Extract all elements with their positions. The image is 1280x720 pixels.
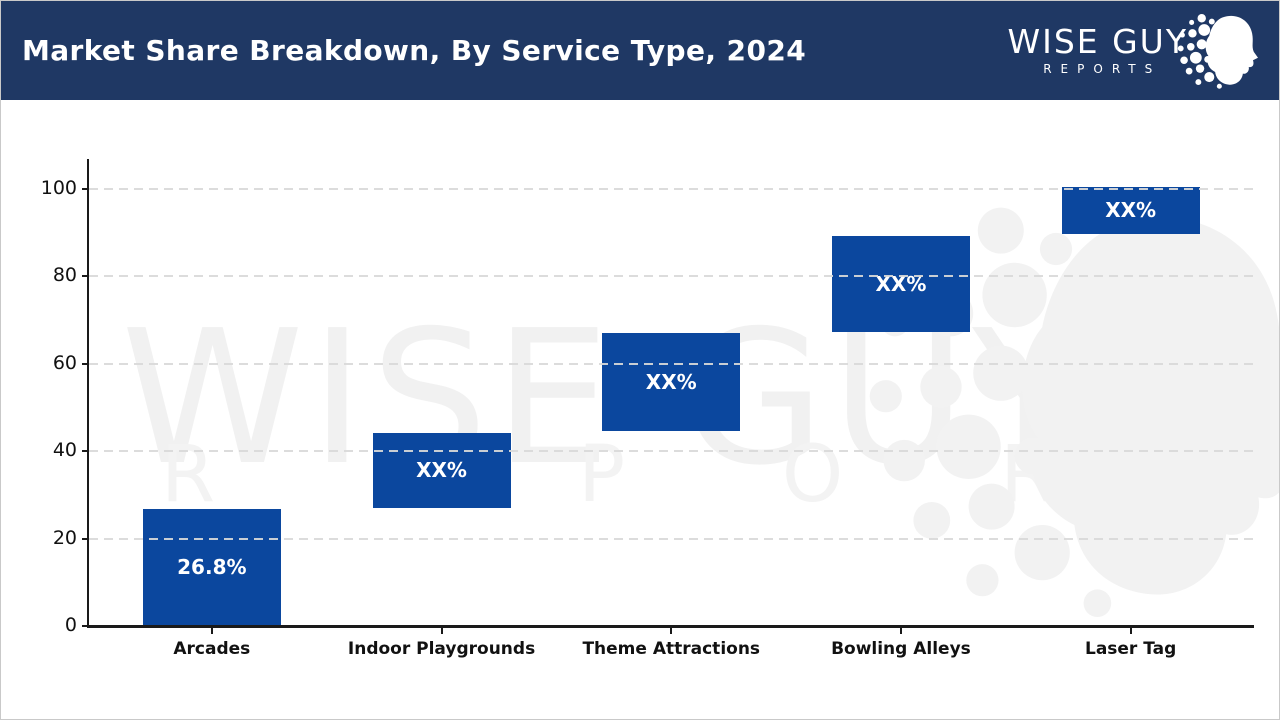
x-axis-tick: [1129, 626, 1132, 634]
y-tick-label: 0: [64, 614, 77, 636]
y-axis-line: [87, 159, 89, 627]
gridline: [89, 537, 1259, 540]
x-axis-tick: [440, 626, 443, 634]
gridline: [89, 362, 1259, 365]
waterfall-bar: XX%: [1061, 187, 1200, 234]
bar-value-label: 26.8%: [177, 555, 247, 580]
category-label: Laser Tag: [1084, 639, 1177, 659]
x-axis-tick: [670, 626, 673, 634]
category-label: Bowling Alleys: [831, 639, 971, 659]
bar-value-label: XX%: [1105, 198, 1157, 223]
bar-value-label: XX%: [645, 369, 697, 394]
logo-wordmark: WISE GUY: [1007, 22, 1188, 61]
y-tick-label: 80: [52, 264, 77, 286]
gridline: [89, 450, 1259, 452]
y-axis-tick: [82, 537, 89, 540]
header: Market Share Breakdown, By Service Type,…: [1, 1, 1279, 100]
logo-head-icon: [1177, 13, 1258, 89]
y-axis-tick: [82, 450, 89, 452]
x-axis-tick: [899, 626, 902, 634]
y-axis-tick: [82, 625, 89, 627]
bar-value-label: XX%: [416, 458, 467, 483]
category-label: Arcades: [173, 639, 251, 659]
y-tick-label: 100: [40, 176, 77, 199]
y-tick-label: 60: [52, 351, 77, 374]
waterfall-bar: XX%: [602, 332, 741, 431]
y-axis-tick: [82, 275, 89, 277]
wise-guy-logo: WISE GUY REPORTS: [1007, 9, 1258, 93]
y-tick-label: 40: [52, 439, 77, 461]
logo-text: WISE GUY REPORTS: [1007, 25, 1188, 76]
gridline: [89, 187, 1259, 190]
y-axis-tick: [82, 362, 89, 365]
x-axis-tick: [210, 626, 213, 634]
page-title: Market Share Breakdown, By Service Type,…: [22, 34, 807, 67]
waterfall-bar: 26.8%: [142, 508, 281, 626]
y-axis-tick: [82, 187, 89, 190]
category-label: Theme Attractions: [582, 639, 761, 659]
waterfall-bar: XX%: [831, 235, 970, 332]
y-tick-label: 20: [52, 526, 77, 549]
logo-subtext: REPORTS: [1043, 62, 1162, 76]
gridline: [89, 275, 1259, 277]
waterfall-bar: XX%: [372, 432, 511, 508]
category-label: Indoor Playgrounds: [347, 639, 536, 659]
